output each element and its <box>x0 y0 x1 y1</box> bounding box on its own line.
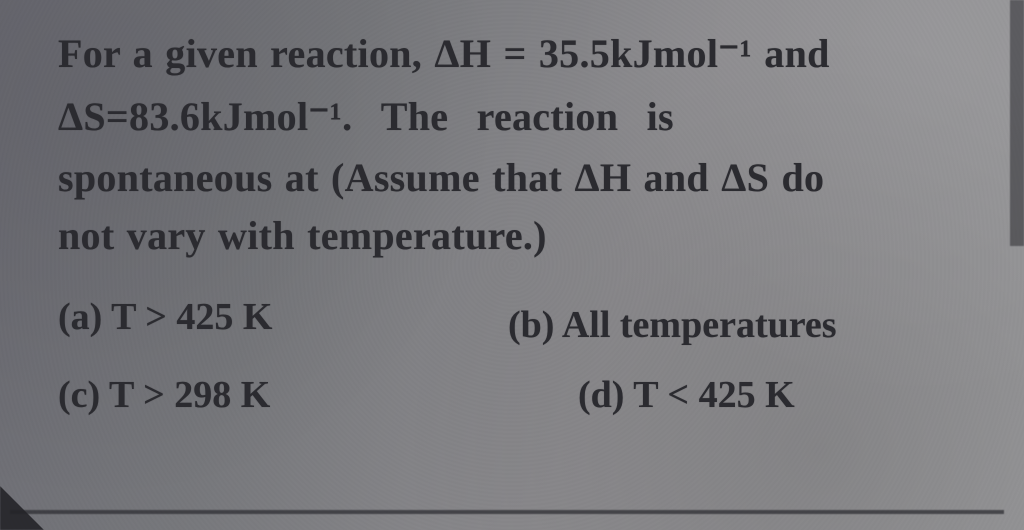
stem-line-4: not vary with temperature.) <box>58 208 982 265</box>
question-stem: For a given reaction, ΔH = 35.5kJmol⁻¹ a… <box>58 26 982 265</box>
stem-line-2c: reaction <box>477 94 619 139</box>
stem-line-3: spontaneous at (Assume that ΔH and ΔS do <box>58 150 982 207</box>
options-grid: (a) T > 425 K (b) All temperatures (c) T… <box>58 295 982 417</box>
stem-line-2b: The <box>381 94 449 139</box>
option-d: (d) T < 425 K <box>508 373 982 417</box>
bottom-rule <box>10 510 1004 514</box>
bottom-left-page-corner <box>0 486 44 530</box>
stem-line-2d: is <box>647 94 674 139</box>
question-block: For a given reaction, ΔH = 35.5kJmol⁻¹ a… <box>0 0 1024 437</box>
option-b: (b) All temperatures <box>508 295 982 347</box>
stem-line-1: For a given reaction, ΔH = 35.5kJmol⁻¹ a… <box>58 26 982 83</box>
stem-line-2: ΔS=83.6kJmol⁻¹. The reaction is <box>58 89 982 146</box>
stem-line-2a: ΔS=83.6kJmol⁻¹. <box>58 94 352 139</box>
option-c: (c) T > 298 K <box>58 373 498 417</box>
option-a: (a) T > 425 K <box>58 295 498 347</box>
